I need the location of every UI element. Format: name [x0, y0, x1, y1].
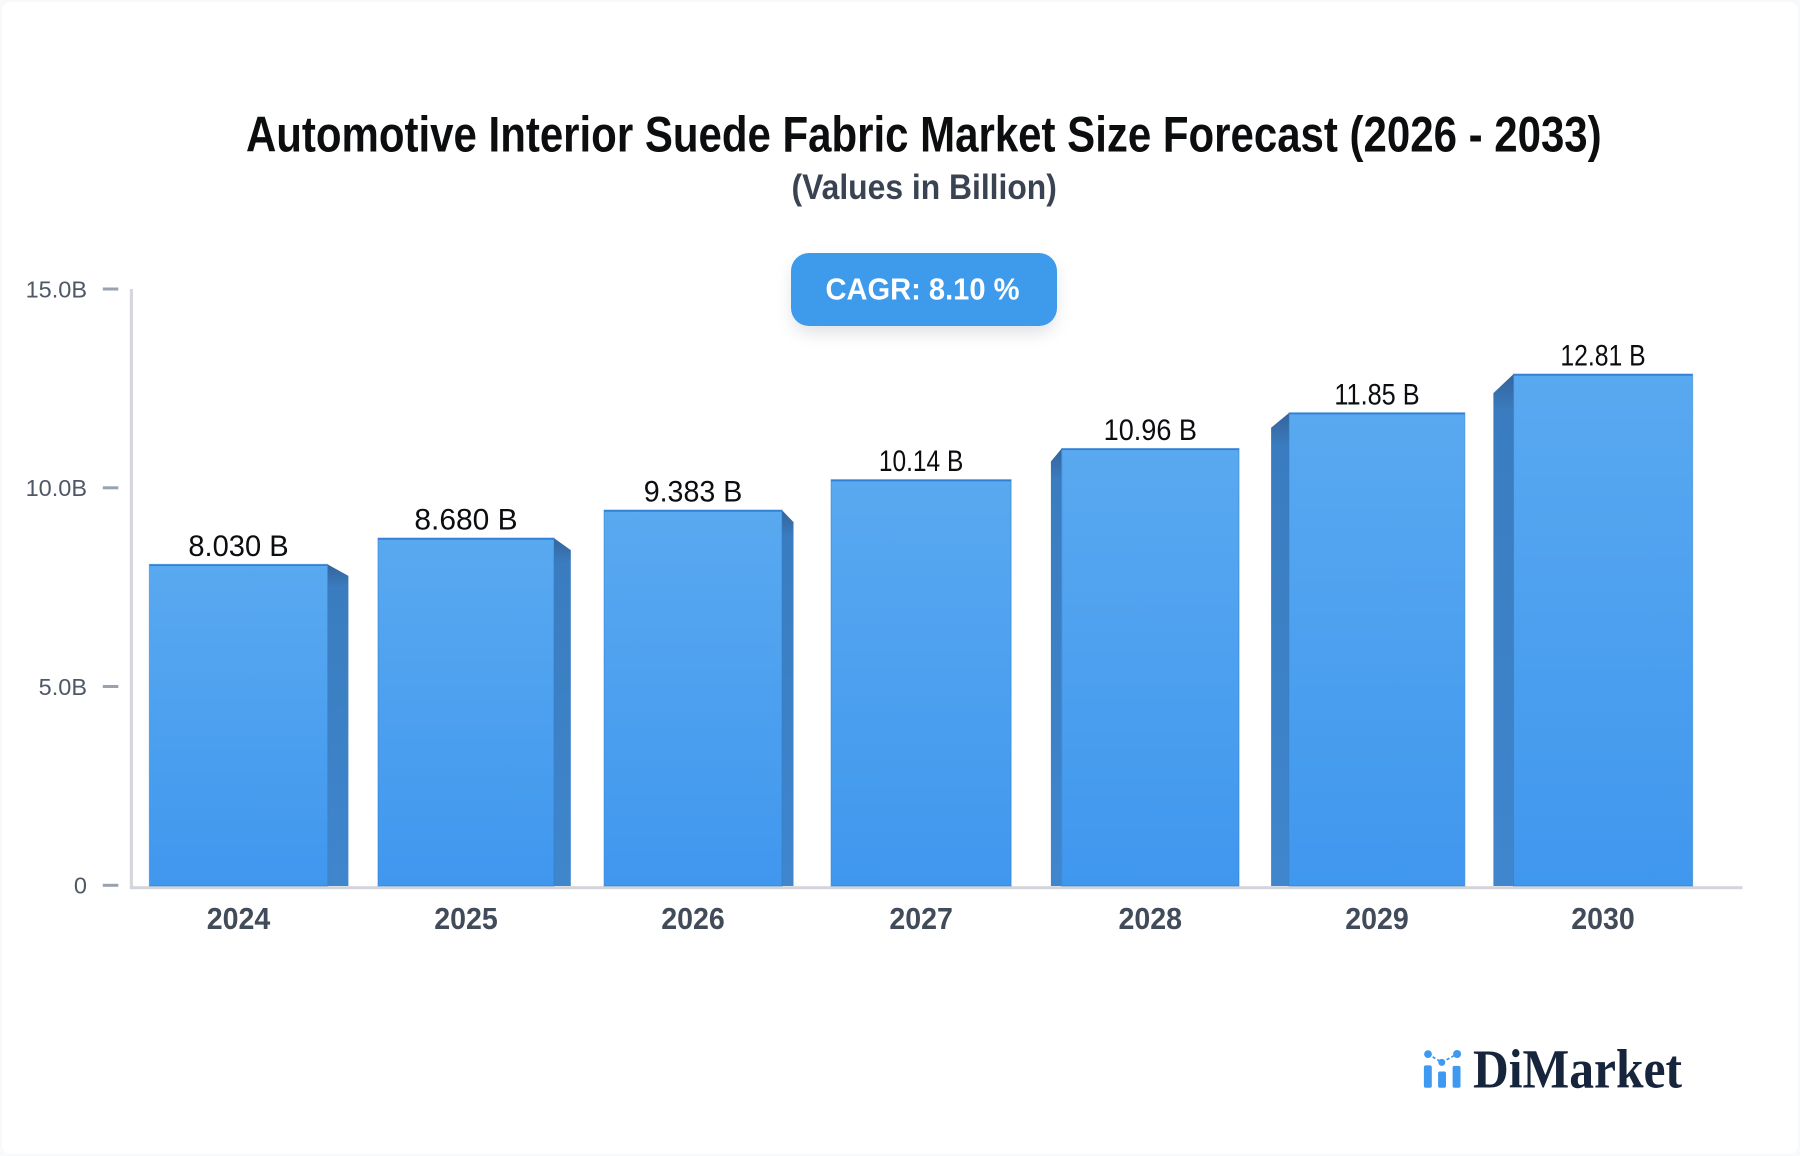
- svg-text:10.14 B: 10.14 B: [879, 445, 963, 478]
- svg-text:9.383 B: 9.383 B: [644, 476, 743, 509]
- svg-text:2030: 2030: [1571, 901, 1635, 936]
- svg-text:11.85 B: 11.85 B: [1334, 378, 1419, 411]
- svg-text:15.0B: 15.0B: [26, 276, 87, 302]
- svg-text:2025: 2025: [434, 901, 498, 936]
- svg-text:10.96 B: 10.96 B: [1104, 414, 1197, 447]
- svg-text:5.0B: 5.0B: [39, 674, 87, 700]
- svg-text:8.030 B: 8.030 B: [188, 530, 288, 563]
- svg-text:0: 0: [74, 873, 87, 899]
- svg-text:8.680 B: 8.680 B: [414, 504, 517, 537]
- svg-text:2026: 2026: [661, 901, 725, 936]
- svg-text:2024: 2024: [207, 901, 271, 936]
- svg-text:2028: 2028: [1119, 901, 1183, 936]
- svg-text:12.81 B: 12.81 B: [1560, 340, 1645, 373]
- svg-text:Automotive Interior Suede Fabr: Automotive Interior Suede Fabric Market …: [246, 106, 1602, 163]
- svg-text:2027: 2027: [889, 901, 953, 936]
- svg-text:10.0B: 10.0B: [26, 475, 87, 501]
- svg-text:2029: 2029: [1345, 901, 1409, 936]
- svg-text:CAGR: 8.10 %: CAGR: 8.10 %: [826, 271, 1020, 306]
- svg-text:(Values in Billion): (Values in Billion): [792, 167, 1057, 207]
- svg-text:DiMarket: DiMarket: [1473, 1039, 1683, 1100]
